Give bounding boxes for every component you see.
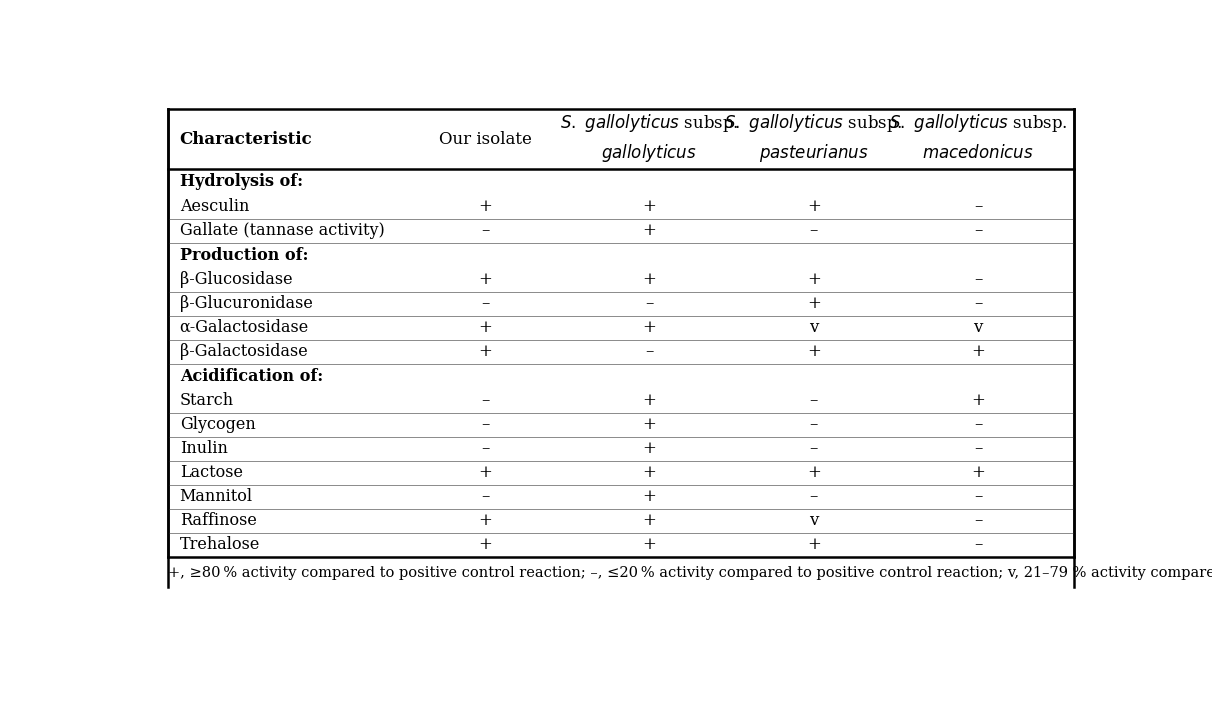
Text: $\mathit{S.\ gallolyticus}$ subsp.: $\mathit{S.\ gallolyticus}$ subsp.	[560, 112, 738, 134]
Text: Raffinose: Raffinose	[179, 512, 257, 529]
Text: β-Glucuronidase: β-Glucuronidase	[179, 295, 313, 312]
Text: –: –	[974, 271, 982, 288]
Text: –: –	[645, 295, 653, 312]
Text: $\mathit{S.\ gallolyticus}$ subsp.: $\mathit{S.\ gallolyticus}$ subsp.	[888, 112, 1068, 134]
Text: +: +	[478, 343, 492, 360]
Text: Lactose: Lactose	[179, 464, 242, 481]
Text: +: +	[478, 319, 492, 336]
Text: –: –	[810, 488, 818, 505]
Text: +: +	[478, 536, 492, 553]
Text: +: +	[642, 536, 656, 553]
Text: +: +	[642, 488, 656, 505]
Text: –: –	[645, 343, 653, 360]
Text: Hydrolysis of:: Hydrolysis of:	[179, 173, 303, 190]
Text: Aesculin: Aesculin	[179, 198, 248, 215]
Text: –: –	[810, 222, 818, 239]
Text: –: –	[481, 416, 490, 433]
Text: +: +	[642, 416, 656, 433]
Text: +: +	[971, 343, 985, 360]
Text: –: –	[974, 198, 982, 215]
Text: –: –	[810, 416, 818, 433]
Text: –: –	[974, 222, 982, 239]
Text: +: +	[807, 464, 821, 481]
Text: +: +	[807, 295, 821, 312]
Text: β-Galactosidase: β-Galactosidase	[179, 343, 308, 360]
Text: –: –	[481, 488, 490, 505]
Text: +: +	[971, 392, 985, 409]
Text: $\mathit{macedonicus}$: $\mathit{macedonicus}$	[922, 144, 1034, 162]
Text: +: +	[642, 440, 656, 457]
Text: v: v	[973, 319, 983, 336]
Text: –: –	[974, 536, 982, 553]
Text: v: v	[810, 319, 818, 336]
Text: –: –	[481, 392, 490, 409]
Text: +: +	[478, 198, 492, 215]
Text: +: +	[478, 512, 492, 529]
Text: +: +	[642, 222, 656, 239]
Text: –: –	[974, 440, 982, 457]
Text: Production of:: Production of:	[179, 246, 308, 263]
Text: Glycogen: Glycogen	[179, 416, 256, 433]
Text: Inulin: Inulin	[179, 440, 228, 457]
Text: Trehalose: Trehalose	[179, 536, 261, 553]
Text: $\mathit{S.\ gallolyticus}$ subsp.: $\mathit{S.\ gallolyticus}$ subsp.	[725, 112, 903, 134]
Text: Our isolate: Our isolate	[439, 131, 531, 148]
Text: Starch: Starch	[179, 392, 234, 409]
Text: –: –	[481, 440, 490, 457]
Text: +: +	[971, 464, 985, 481]
Text: +: +	[642, 198, 656, 215]
Text: α-Galactosidase: α-Galactosidase	[179, 319, 309, 336]
Text: +: +	[642, 271, 656, 288]
Text: v: v	[810, 512, 818, 529]
Text: +: +	[642, 512, 656, 529]
Text: β-Glucosidase: β-Glucosidase	[179, 271, 292, 288]
Text: +: +	[807, 271, 821, 288]
Text: +: +	[642, 319, 656, 336]
Text: +: +	[642, 392, 656, 409]
Text: +: +	[807, 198, 821, 215]
Text: +: +	[807, 343, 821, 360]
Text: +: +	[642, 464, 656, 481]
Text: Acidification of:: Acidification of:	[179, 367, 322, 384]
Text: –: –	[810, 392, 818, 409]
Text: +: +	[478, 464, 492, 481]
Text: $\mathit{pasteurianus}$: $\mathit{pasteurianus}$	[759, 142, 869, 164]
Text: +: +	[478, 271, 492, 288]
Text: –: –	[974, 512, 982, 529]
Text: Mannitol: Mannitol	[179, 488, 253, 505]
Text: –: –	[481, 295, 490, 312]
Text: Gallate (tannase activity): Gallate (tannase activity)	[179, 222, 384, 239]
Text: $\mathit{gallolyticus}$: $\mathit{gallolyticus}$	[601, 142, 697, 164]
Text: +: +	[807, 536, 821, 553]
Text: –: –	[810, 440, 818, 457]
Text: –: –	[481, 222, 490, 239]
Text: –: –	[974, 488, 982, 505]
Text: –: –	[974, 416, 982, 433]
Text: –: –	[974, 295, 982, 312]
Text: +, ≥80 % activity compared to positive control reaction; –, ≤20 % activity compa: +, ≥80 % activity compared to positive c…	[168, 566, 1212, 581]
Text: Characteristic: Characteristic	[179, 131, 313, 148]
